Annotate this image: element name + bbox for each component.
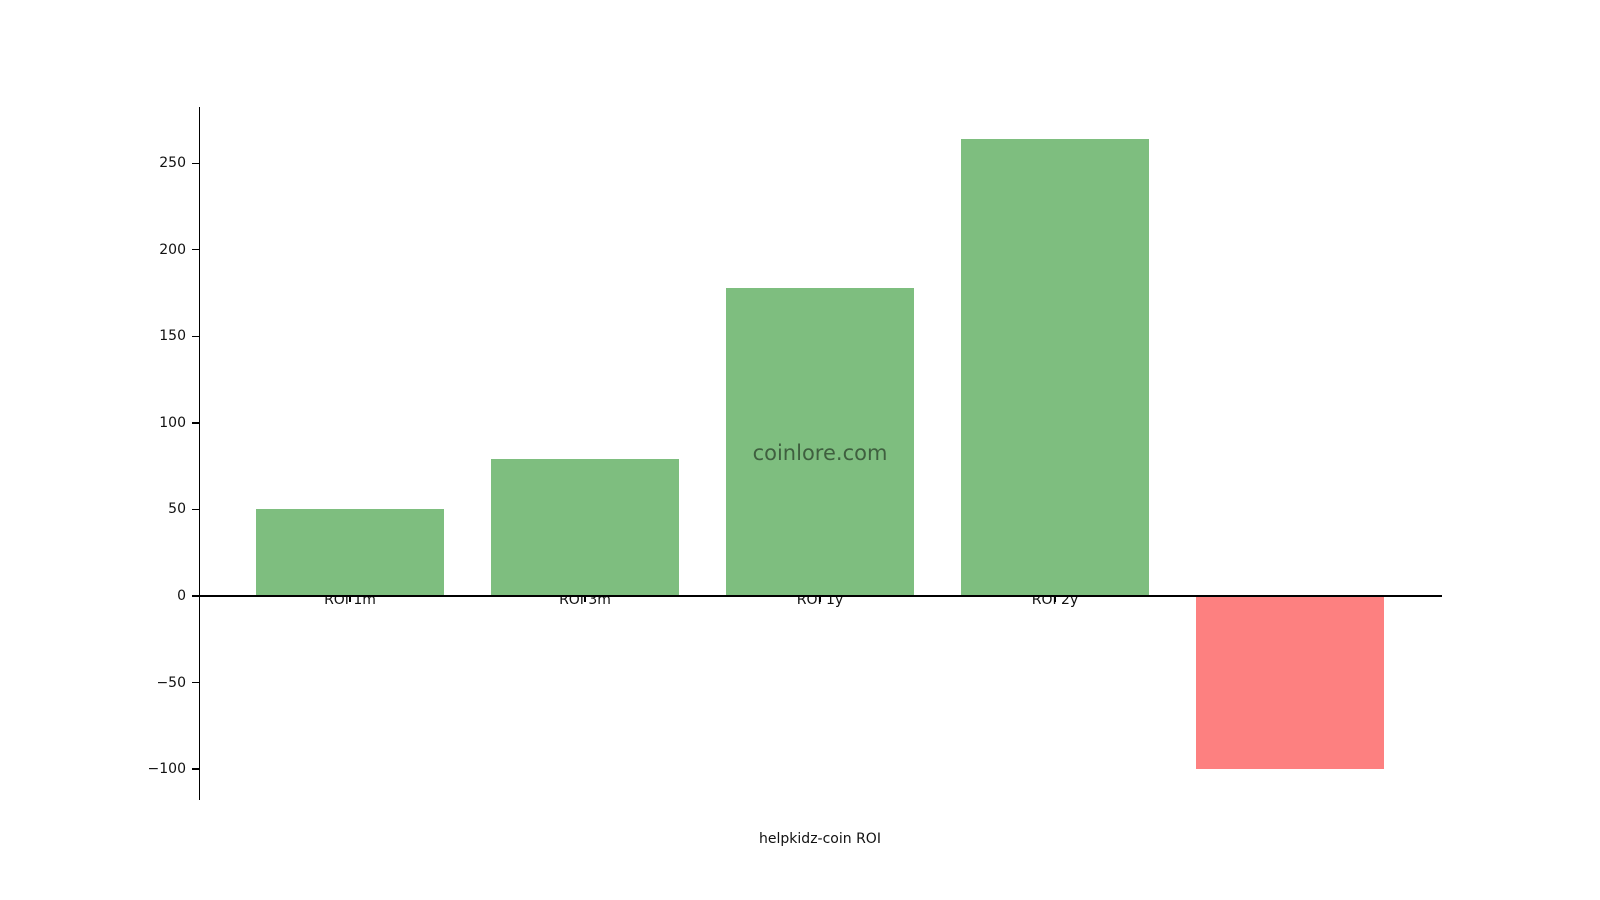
y-axis-line <box>198 107 200 800</box>
bar-roi-1y <box>726 287 914 596</box>
y-tick-label: 100 <box>159 414 186 431</box>
bar-roi-2y <box>961 139 1149 596</box>
y-tick-mark <box>192 681 199 684</box>
y-tick-label: 200 <box>159 241 186 258</box>
bar-unlabeled-5 <box>1196 596 1384 770</box>
y-tick-label: 0 <box>177 588 186 604</box>
bar-roi-3m <box>491 459 679 596</box>
x-axis-zero-line <box>198 595 1442 597</box>
y-tick-mark <box>192 595 199 597</box>
y-tick-label: 150 <box>159 328 186 345</box>
watermark: coinlore.com <box>752 441 888 465</box>
y-tick-label: −50 <box>156 674 186 691</box>
chart-title: helpkidz-coin ROI <box>759 831 881 847</box>
x-tick-mark <box>819 596 821 602</box>
y-tick-label: −100 <box>147 761 186 778</box>
y-tick-mark <box>192 422 199 424</box>
y-tick-label: 250 <box>159 155 186 172</box>
y-tick-mark <box>192 249 199 251</box>
y-tick-mark <box>192 335 199 337</box>
y-tick-mark <box>192 162 199 164</box>
y-tick-label: 50 <box>168 501 186 518</box>
bar-roi-1m <box>256 509 444 596</box>
x-tick-mark <box>584 596 586 602</box>
x-tick-mark <box>1054 596 1056 602</box>
x-tick-mark <box>349 596 351 602</box>
y-tick-mark <box>192 768 199 770</box>
y-tick-mark <box>192 508 199 511</box>
